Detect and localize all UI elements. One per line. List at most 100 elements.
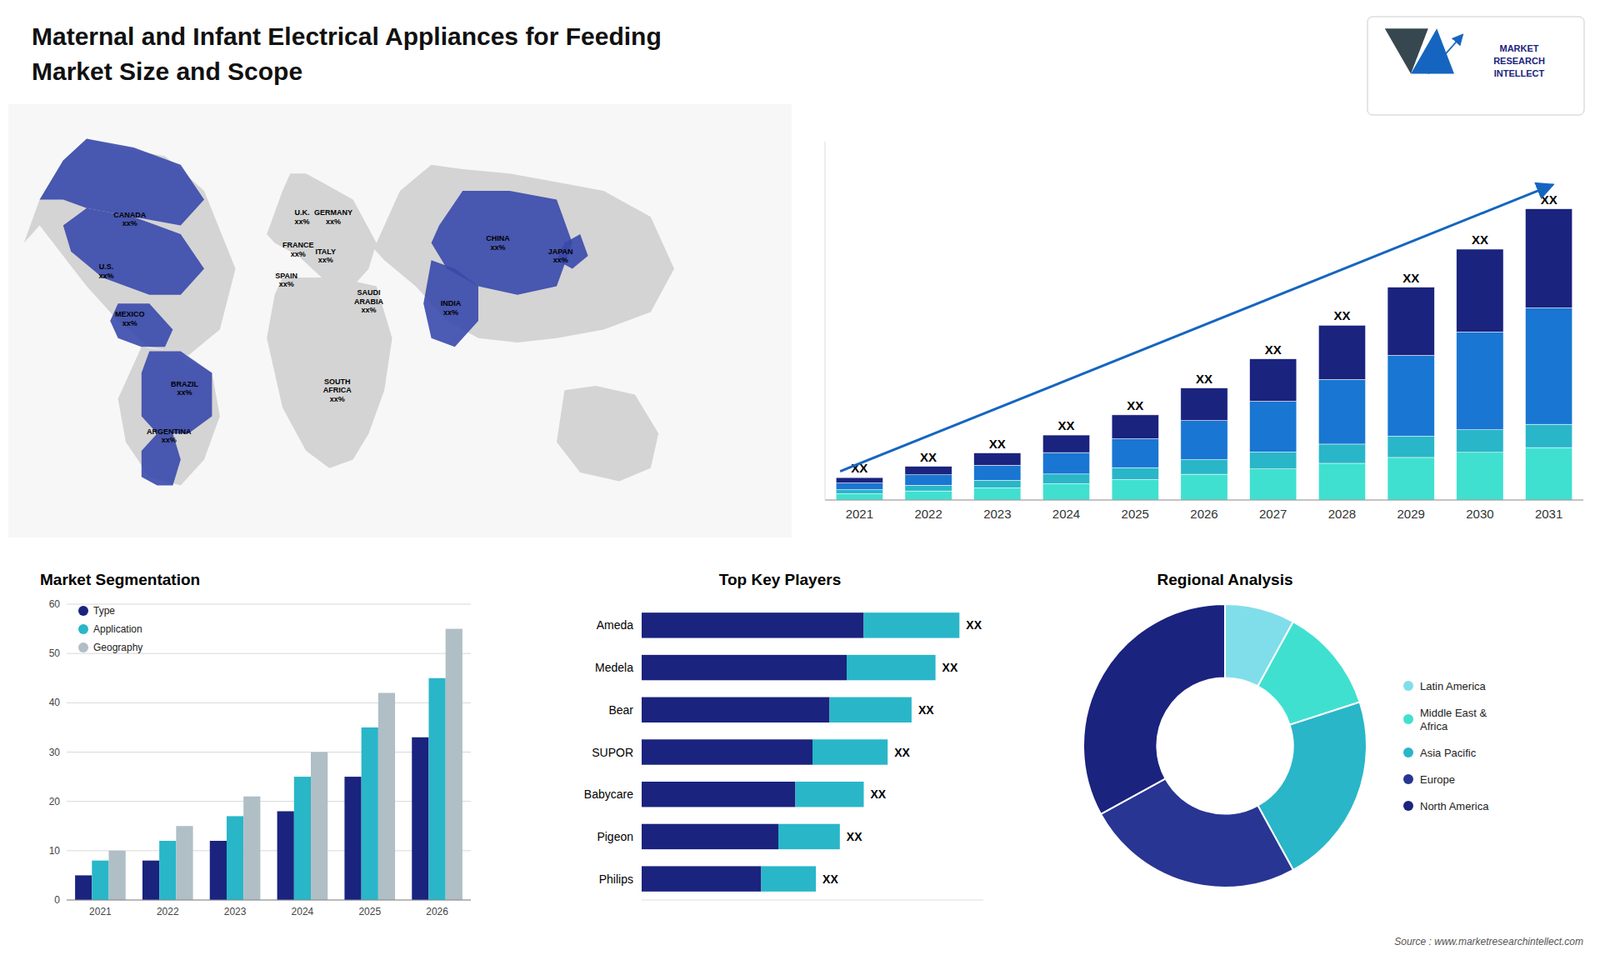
title: Maternal and Infant Electrical Appliance… xyxy=(31,22,662,50)
bar-segment xyxy=(1456,331,1504,430)
background xyxy=(0,0,1600,955)
text-line: Maternal and Infant Electrical Appliance… xyxy=(31,22,662,50)
bar-segment xyxy=(1180,420,1228,460)
bar xyxy=(310,752,328,901)
bar-segment xyxy=(1250,469,1297,500)
text-line: xx% xyxy=(294,217,310,226)
text-line: Middle East & xyxy=(1420,706,1488,720)
bars xyxy=(75,629,463,900)
country-label: SAUDIARABIAxx% xyxy=(354,288,384,315)
country-label: SOUTHAFRICAxx% xyxy=(323,377,352,404)
text-line: ARGENTINA xyxy=(146,427,192,436)
text-line: AFRICA xyxy=(323,385,352,395)
y-tick-label: 20 xyxy=(49,795,61,808)
data-label: XX xyxy=(942,660,959,675)
bar-segment xyxy=(1525,447,1573,500)
bar xyxy=(445,629,463,900)
country-label: MEXICOxx% xyxy=(115,310,145,327)
bar-segment xyxy=(1525,424,1573,448)
x-tick-label: 2030 xyxy=(1465,506,1494,521)
country-label: JAPANxx% xyxy=(548,247,574,265)
y-tick-label: 60 xyxy=(49,598,61,610)
bar-segment xyxy=(835,493,883,500)
market-size-chart: XXXXXXXXXXXXXXXXXXXXXX202120222023202420… xyxy=(825,141,1584,521)
x-axis xyxy=(66,900,471,901)
highlighted-country xyxy=(110,303,173,347)
text-line: RESEARCH xyxy=(1493,55,1545,66)
legend-label: Application xyxy=(93,623,143,635)
data-label: XX xyxy=(918,703,935,717)
x-tick-label: 2029 xyxy=(1396,506,1425,521)
text-line: xx% xyxy=(318,255,334,265)
x-tick-label: 2031 xyxy=(1535,506,1563,521)
x-tick-label: 2024 xyxy=(1052,506,1080,521)
category-label: Babycare xyxy=(584,787,634,801)
legend-marker xyxy=(78,624,89,635)
y-tick-label: 0 xyxy=(54,894,60,906)
bar-segment xyxy=(812,739,888,765)
legend-marker xyxy=(1403,774,1414,785)
bar-segment xyxy=(641,697,830,723)
data-label: XX xyxy=(965,618,982,632)
legend-label: North America xyxy=(1420,800,1490,813)
logo-arrow xyxy=(1428,34,1464,74)
legend-label: Geography xyxy=(93,641,143,654)
bar xyxy=(75,875,92,900)
text-line: Top Key Players xyxy=(719,570,841,589)
bar xyxy=(210,840,227,900)
bar-segment xyxy=(1111,467,1159,480)
country-label: CHINAxx% xyxy=(485,234,510,251)
bar-segment xyxy=(1180,388,1228,421)
bar-segment xyxy=(835,477,883,483)
text-line: Africa xyxy=(1420,720,1449,733)
bar-segment xyxy=(905,475,952,485)
country-label: FRANCExx% xyxy=(282,240,315,258)
country-label: INDIAxx% xyxy=(440,299,462,316)
continent xyxy=(266,173,377,290)
continent xyxy=(368,165,675,343)
chart-title: Top Key Players xyxy=(719,570,841,589)
bar-segment xyxy=(1250,359,1297,402)
text-line: xx% xyxy=(553,255,569,265)
x-tick-label: 2025 xyxy=(358,905,381,918)
text-line: SPAIN xyxy=(275,271,298,280)
x-axis xyxy=(641,900,984,901)
subtitle: Market Size and Scope xyxy=(31,57,303,85)
text-line: Regional Analysis xyxy=(1157,570,1294,589)
text-line: xx% xyxy=(98,271,114,280)
data-label: XX xyxy=(846,830,863,844)
category-label: Bear xyxy=(608,703,634,717)
text-line: Market Size and Scope xyxy=(31,57,303,85)
text-line: xx% xyxy=(443,308,459,317)
map-background xyxy=(8,104,792,538)
bar-segment xyxy=(1250,400,1297,452)
text-line: CANADA xyxy=(113,210,146,220)
legend-label: Europe xyxy=(1420,773,1455,786)
data-label: XX xyxy=(1402,270,1420,285)
text-line: Asia Pacific xyxy=(1420,746,1477,760)
bar xyxy=(175,825,193,900)
country-label: BRAZILxx% xyxy=(170,380,199,397)
grid-line xyxy=(66,702,471,704)
text-line: Market Segmentation xyxy=(40,570,200,589)
x-tick-label: 2022 xyxy=(914,506,942,521)
legend-marker xyxy=(1403,747,1414,758)
bar-segment xyxy=(1525,307,1573,425)
highlighted-country xyxy=(63,208,205,295)
text-line: xx% xyxy=(360,305,376,315)
bar xyxy=(428,678,445,900)
highlighted-country xyxy=(423,260,479,347)
x-tick-label: 2026 xyxy=(425,905,449,918)
bar-segment xyxy=(1318,463,1365,500)
legend-marker xyxy=(1403,680,1414,691)
category-label: Ameda xyxy=(596,618,635,632)
bar-segment xyxy=(1111,438,1159,468)
bar-segment xyxy=(1180,460,1228,475)
continent xyxy=(118,346,220,485)
grid-line xyxy=(66,604,471,605)
grid-line xyxy=(66,800,471,802)
text-line: North America xyxy=(1420,800,1490,813)
country-label: ARGENTINAxx% xyxy=(146,427,192,445)
data-label: XX xyxy=(1058,418,1075,433)
trend-arrow xyxy=(840,185,1553,472)
